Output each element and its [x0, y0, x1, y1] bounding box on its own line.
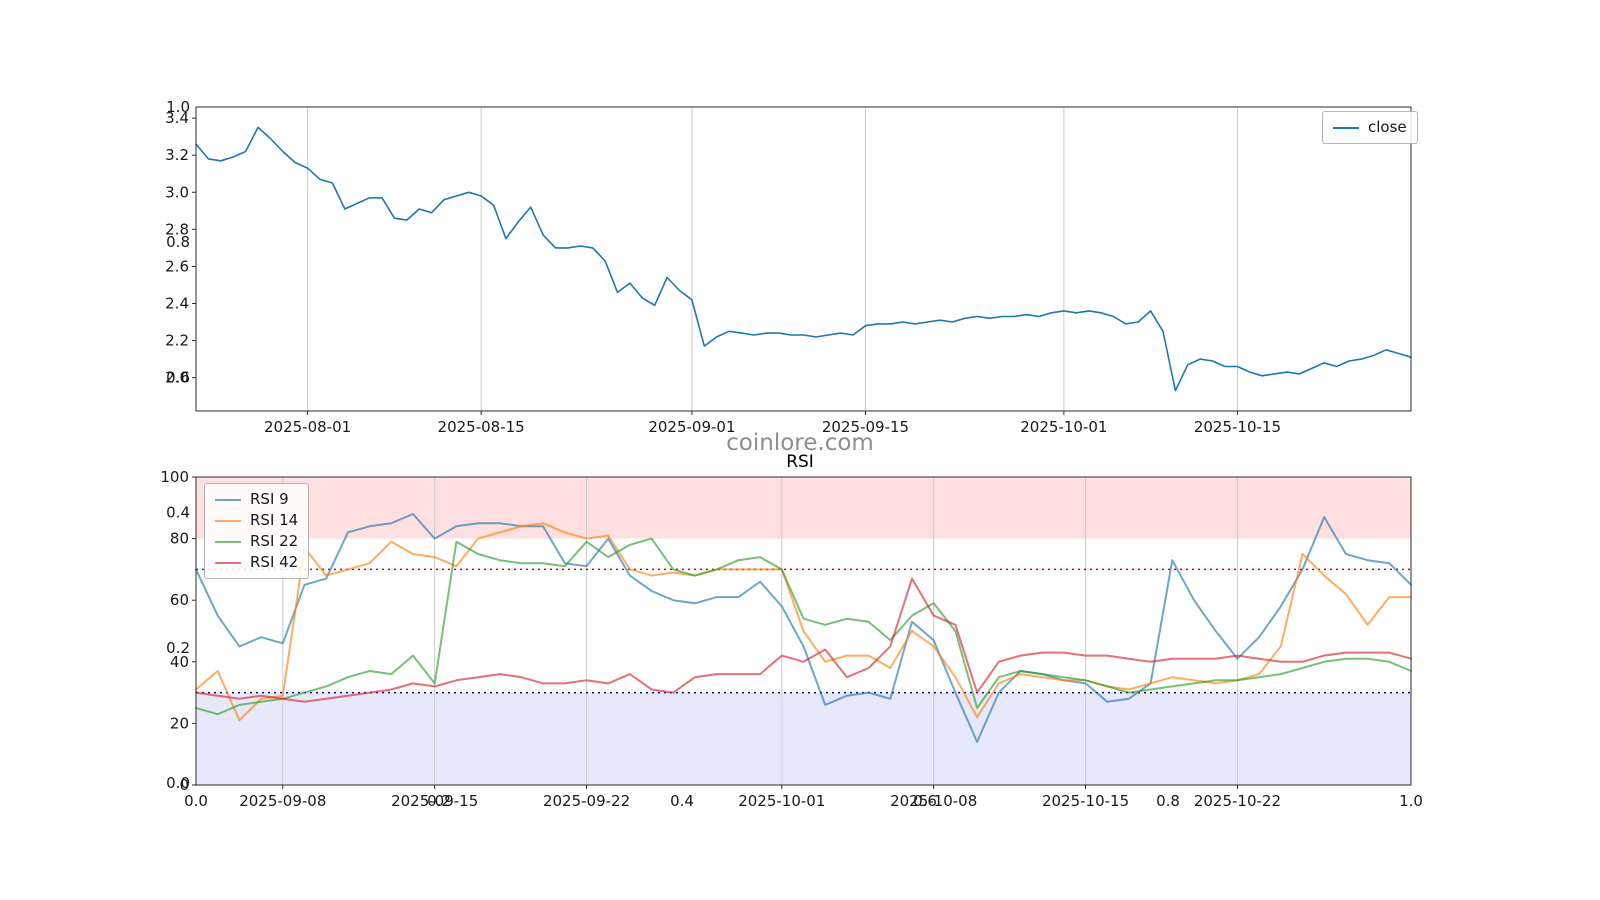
legend-entry-rsi-42: RSI 42	[215, 552, 298, 573]
legend-label-close: close	[1368, 118, 1407, 136]
overlay-bottom-tick-label: 0.2	[427, 792, 451, 810]
y-tick-label: 60	[170, 591, 189, 609]
rsi-chart-title: RSI	[786, 452, 814, 472]
x-tick-label: 2025-09-15	[822, 418, 909, 436]
overlay-left-tick-label: 1.0	[166, 98, 190, 116]
legend-entry-close: close	[1333, 117, 1407, 138]
y-tick-label: 3.2	[165, 146, 189, 164]
y-tick-label: 3.4	[165, 109, 189, 127]
rsi-42-line-swatch	[215, 561, 241, 564]
legend-label-rsi-14: RSI 14	[250, 511, 299, 529]
y-tick-label: 2.8	[165, 220, 189, 238]
legend-entry-rsi-14: RSI 14	[215, 510, 298, 531]
legend-entry-rsi-22: RSI 22	[215, 531, 298, 552]
x-tick-label: 2025-10-22	[1194, 792, 1281, 810]
x-tick-label: 2025-10-15	[1042, 792, 1129, 810]
overlay-bottom-tick-label: 0.0	[184, 792, 208, 810]
y-tick-label: 2.0	[165, 369, 189, 387]
y-tick-label: 2.2	[165, 332, 189, 350]
y-tick-label: 3.0	[165, 183, 189, 201]
rsi-14-line-swatch	[215, 519, 241, 522]
legend-label-rsi-9: RSI 9	[250, 490, 289, 508]
y-tick-label: 2.4	[165, 294, 189, 312]
series-rsi-14	[195, 522, 1412, 722]
x-tick-label: 2025-09-15	[391, 792, 478, 810]
x-tick-label: 2025-08-01	[264, 418, 351, 436]
overlay-left-tick-label: 0.8	[166, 233, 190, 251]
overlay-left-tick-label: 0.4	[166, 504, 190, 522]
x-tick-label: 2025-09-22	[543, 792, 630, 810]
plot-border	[195, 476, 1412, 786]
legend-entry-rsi-9: RSI 9	[215, 489, 298, 510]
overlay-bottom-tick-label: 0.4	[670, 792, 694, 810]
plot-border	[195, 106, 1412, 412]
x-tick-label: 2025-09-08	[239, 792, 326, 810]
x-tick-label: 2025-10-08	[890, 792, 977, 810]
overlay-bottom-tick-label: 1.0	[1399, 792, 1423, 810]
rsi-9-line-swatch	[215, 498, 241, 501]
watermark: coinlore.com	[726, 430, 874, 456]
close-line-swatch	[1333, 126, 1359, 129]
rsi-legend: RSI 9 RSI 14 RSI 22 RSI 42	[204, 483, 310, 579]
overlay-left-tick-label: 0.0	[166, 774, 190, 792]
overlay-bottom-tick-label: 0.8	[1156, 792, 1180, 810]
overlay-left-tick-label: 0.2	[166, 639, 190, 657]
series-rsi-42	[195, 577, 1412, 703]
y-tick-label: 0	[179, 776, 189, 794]
overbought-band	[196, 477, 1411, 539]
rsi-chart: 0 20 40 60 80 100 2025-09-08 2025-09-15 2025-09-…	[160, 468, 1412, 810]
overlay-left-tick-label: 0.6	[166, 368, 190, 386]
y-tick-label: 80	[170, 530, 189, 548]
y-tick-label: 2.6	[165, 257, 189, 275]
x-tick-label: 2025-10-01	[738, 792, 825, 810]
price-legend: close	[1322, 111, 1418, 144]
price-chart: 2.0 2.2 2.4 2.6 2.8 3.0 3.2 3.4 2025-08-01 2025-0…	[165, 106, 1412, 436]
x-tick-label: 2025-10-01	[1020, 418, 1107, 436]
oversold-band	[196, 692, 1411, 785]
x-tick-label: 2025-08-15	[438, 418, 525, 436]
series-close	[195, 126, 1412, 392]
y-tick-label: 100	[160, 468, 189, 486]
legend-label-rsi-42: RSI 42	[250, 553, 299, 571]
y-tick-label: 20	[170, 714, 189, 732]
series-rsi-9	[195, 513, 1412, 743]
overlay-bottom-tick-label: 0.6	[913, 792, 937, 810]
legend-label-rsi-22: RSI 22	[250, 532, 299, 550]
x-tick-label: 2025-09-01	[648, 418, 735, 436]
x-tick-label: 2025-10-15	[1194, 418, 1281, 436]
rsi-22-line-swatch	[215, 540, 241, 543]
series-rsi-22	[195, 537, 1412, 716]
y-tick-label: 40	[170, 653, 189, 671]
